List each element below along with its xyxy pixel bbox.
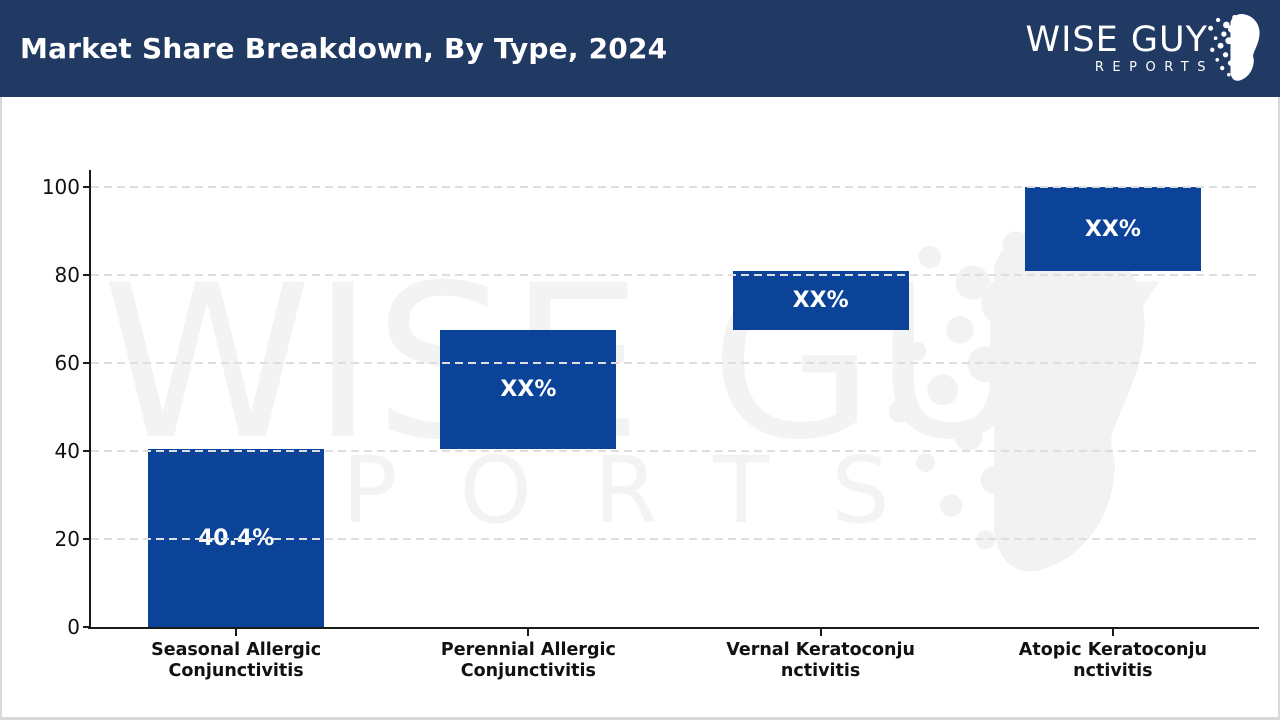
chart-area: WISE GUY PORTS 40.4% XX% XX% XX% 0 20 40 60 80 10… — [0, 97, 1280, 720]
y-axis-tick-label: 0 — [67, 615, 80, 639]
bar-value-label: XX% — [1084, 216, 1141, 242]
x-axis-category-label: Atopic Keratoconju nctivitis — [963, 640, 1263, 682]
x-axis-tick — [235, 629, 238, 636]
x-axis-category-label-line: Conjunctivitis — [168, 661, 304, 681]
logo-wordmark-line1: WISE GUY — [1025, 20, 1208, 60]
x-axis-category-label-line: nctivitis — [780, 661, 861, 681]
x-axis-category-label-line: nctivitis — [1073, 661, 1153, 681]
y-axis-line — [89, 170, 91, 629]
y-axis-tick — [83, 274, 90, 276]
bar-segment: XX% — [1024, 187, 1201, 272]
x-axis-tick — [819, 629, 822, 636]
y-axis-tick — [83, 538, 90, 540]
page-title: Market Share Breakdown, By Type, 2024 — [20, 32, 668, 65]
bar-segment: XX% — [440, 330, 617, 450]
y-axis-tick — [83, 362, 90, 364]
y-axis-tick-label: 60 — [54, 351, 80, 375]
x-axis-tick — [1111, 629, 1114, 636]
watermark-text-line2: PORTS — [342, 437, 952, 544]
x-axis-tick — [527, 629, 530, 636]
header-bar: Market Share Breakdown, By Type, 2024 WI… — [0, 0, 1280, 97]
gridline — [91, 362, 1259, 364]
x-axis-category-label: Seasonal Allergic Conjunctivitis — [86, 640, 386, 682]
y-axis-tick — [83, 186, 90, 188]
x-axis-category-label-line: Seasonal Allergic — [151, 640, 322, 660]
logo-wordmark-line2: REPORTS — [1094, 60, 1214, 75]
x-axis-category-label-line: Atopic Keratoconju — [1018, 640, 1207, 660]
bar-value-label: XX% — [500, 377, 557, 403]
x-axis-category-label-line: Vernal Keratoconju — [726, 640, 915, 660]
x-axis-category-label-line: Conjunctivitis — [460, 661, 596, 681]
gridline — [91, 274, 1259, 276]
bar-segment: XX% — [732, 271, 909, 330]
watermark-face-icon — [878, 226, 1145, 572]
x-axis-category-label: Vernal Keratoconju nctivitis — [671, 640, 971, 682]
y-axis-tick-label: 80 — [54, 263, 80, 287]
y-axis-tick-label: 40 — [54, 439, 80, 463]
y-axis-tick — [83, 450, 90, 452]
logo-wordmark: WISE GUY REPORTS — [1025, 20, 1208, 75]
y-axis-tick — [83, 626, 90, 628]
x-axis-category-label-line: Perennial Allergic — [440, 640, 616, 660]
y-axis-tick-label: 20 — [54, 527, 80, 551]
dotted-face-profile-icon — [1208, 13, 1260, 81]
x-axis-line — [88, 627, 1259, 629]
gridline — [91, 450, 1259, 452]
gridline — [91, 538, 1259, 540]
y-axis-tick-label: 100 — [41, 175, 80, 199]
logo: WISE GUY REPORTS — [1025, 11, 1262, 87]
bar-value-label: XX% — [792, 288, 849, 313]
x-axis-category-label: Perennial Allergic Conjunctivitis — [378, 640, 678, 682]
gridline — [91, 186, 1259, 188]
